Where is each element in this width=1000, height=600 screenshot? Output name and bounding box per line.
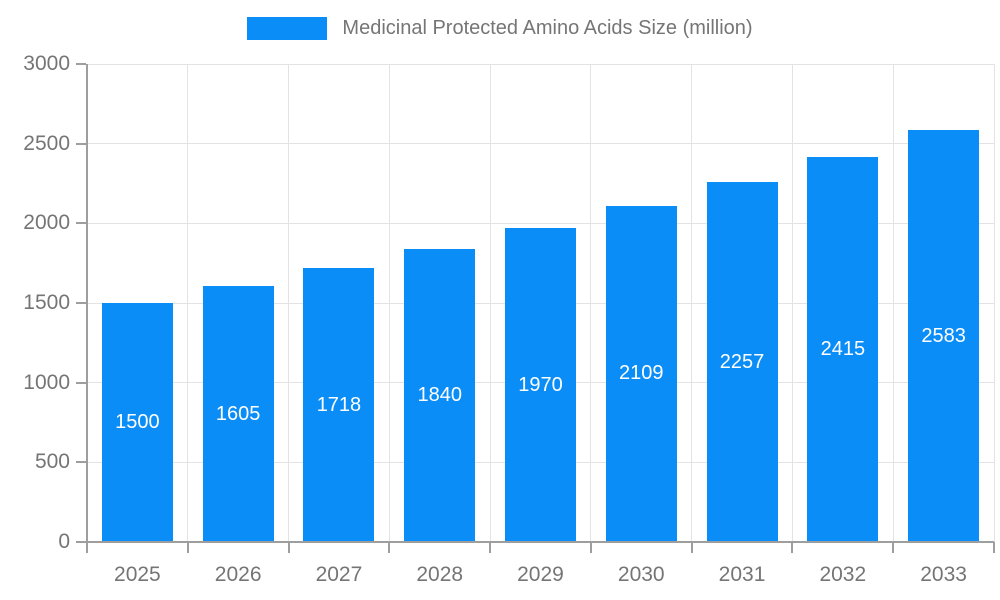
- bar: 2415: [807, 157, 879, 542]
- v-gridline: [791, 64, 793, 542]
- bar-value-label: 2415: [820, 338, 866, 361]
- x-axis-tick: [287, 542, 290, 553]
- v-gridline: [489, 64, 491, 542]
- bar-value-label: 1970: [518, 373, 563, 396]
- bar-value-label: 2109: [619, 362, 664, 385]
- x-tick-label: 2030: [617, 563, 665, 586]
- x-axis-tick: [892, 542, 895, 553]
- x-axis-tick: [690, 542, 693, 553]
- x-axis-tick: [489, 542, 492, 553]
- v-gridline: [288, 64, 290, 542]
- y-axis-tick: [76, 222, 86, 225]
- x-tick-label: 2029: [517, 563, 564, 586]
- x-tick-label: 2026: [214, 563, 262, 586]
- h-gridline: [87, 63, 994, 65]
- y-tick-label: 2000: [23, 211, 70, 235]
- x-tick-label: 2027: [315, 563, 363, 586]
- x-tick-label: 2025: [114, 563, 161, 586]
- y-tick-label: 500: [34, 450, 70, 474]
- v-gridline: [388, 64, 390, 542]
- x-tick-label: 2033: [920, 563, 967, 586]
- bar-value-label: 1718: [316, 393, 362, 416]
- bar-value-label: 2257: [719, 350, 765, 373]
- legend-label: Medicinal Protected Amino Acids Size (mi…: [342, 17, 753, 39]
- x-tick-label: 2032: [819, 563, 867, 586]
- y-tick-label: 1000: [23, 370, 70, 394]
- h-gridline: [87, 143, 994, 145]
- bar: 2257: [706, 182, 778, 542]
- y-axis-line: [86, 64, 88, 553]
- v-gridline: [993, 64, 995, 542]
- bar: 1500: [101, 303, 173, 542]
- bar: 2109: [605, 205, 677, 542]
- bar: 1605: [202, 286, 274, 542]
- legend: Medicinal Protected Amino Acids Size (mi…: [0, 17, 1000, 40]
- x-axis-tick: [589, 542, 592, 553]
- v-gridline: [892, 64, 894, 542]
- bar-value-label: 2583: [921, 324, 966, 347]
- bar: 1840: [404, 248, 476, 542]
- x-axis-tick: [993, 542, 995, 553]
- y-tick-label: 2500: [23, 131, 70, 155]
- bar: 1970: [505, 228, 576, 542]
- bar: 1718: [303, 268, 375, 542]
- v-gridline: [590, 64, 592, 542]
- y-axis-tick: [76, 142, 86, 145]
- x-axis-tick: [791, 542, 794, 553]
- bar-value-label: 1500: [115, 411, 160, 433]
- y-axis-tick: [76, 381, 86, 384]
- legend-swatch: [247, 17, 328, 40]
- y-axis-tick: [76, 302, 86, 304]
- h-gridline: [87, 222, 994, 224]
- bar-value-label: 1605: [215, 402, 261, 425]
- plot-area: 1500 1605 1718 1840 1970 2109 2257 2415 2583: [87, 63, 995, 542]
- bar-value-label: 1840: [417, 383, 462, 406]
- y-axis-tick: [76, 461, 86, 464]
- x-tick-label: 2028: [416, 563, 464, 586]
- y-tick-label: 1500: [23, 291, 70, 314]
- x-axis-tick: [86, 542, 88, 553]
- y-tick-label: 3000: [23, 52, 70, 75]
- bar: 2583: [908, 130, 980, 542]
- x-axis-line: [87, 541, 994, 543]
- x-axis-tick: [388, 542, 391, 553]
- y-axis-tick: [76, 541, 86, 543]
- y-axis-tick: [76, 63, 86, 65]
- v-gridline: [187, 64, 189, 542]
- v-gridline: [691, 64, 693, 542]
- y-tick-label: 0: [58, 530, 70, 553]
- x-axis-tick: [186, 542, 189, 553]
- x-tick-label: 2031: [718, 563, 766, 586]
